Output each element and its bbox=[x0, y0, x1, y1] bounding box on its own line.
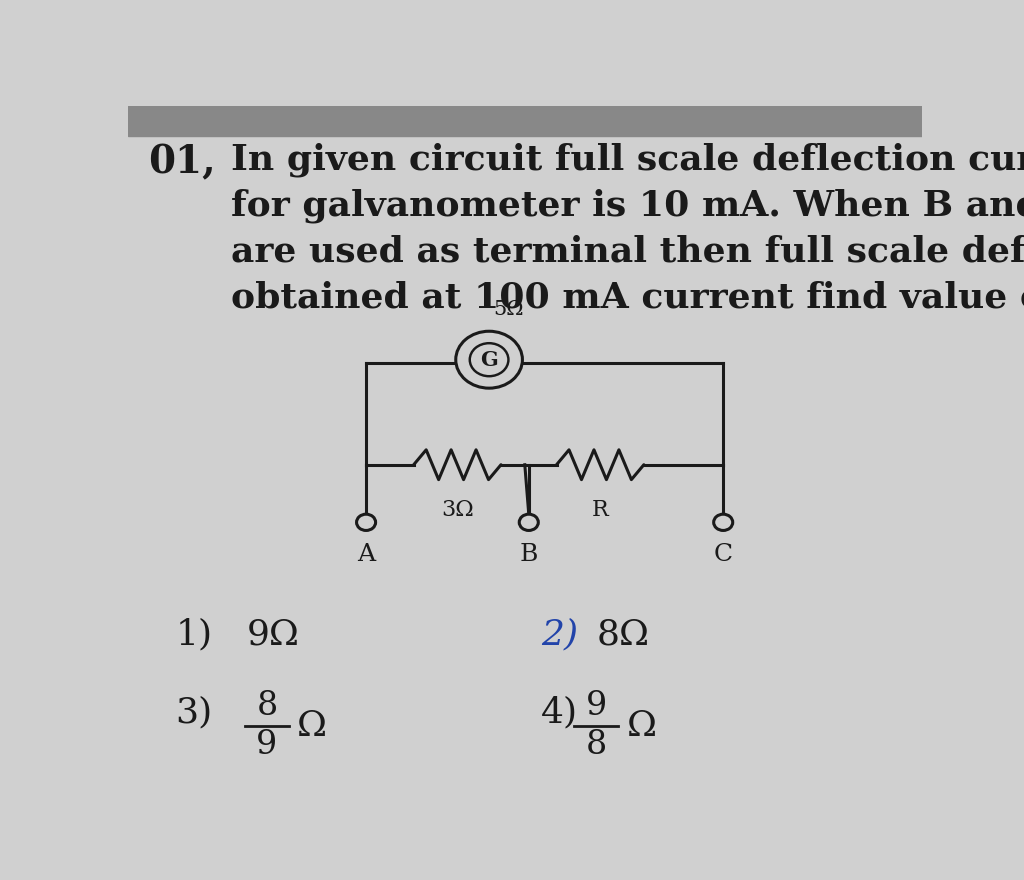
Text: 9Ω: 9Ω bbox=[247, 617, 300, 651]
Text: 8Ω: 8Ω bbox=[596, 617, 649, 651]
Text: G: G bbox=[480, 349, 498, 370]
Circle shape bbox=[519, 514, 539, 531]
Text: for galvanometer is 10 mA. When B and C: for galvanometer is 10 mA. When B and C bbox=[231, 188, 1024, 223]
Text: 5Ω: 5Ω bbox=[494, 300, 524, 319]
Text: Ω: Ω bbox=[627, 708, 656, 743]
Text: 2): 2) bbox=[541, 617, 578, 651]
Text: A: A bbox=[357, 543, 375, 566]
Text: 3Ω: 3Ω bbox=[441, 499, 474, 521]
Text: 3): 3) bbox=[176, 695, 213, 730]
Text: 9: 9 bbox=[256, 729, 278, 761]
Text: 8: 8 bbox=[256, 690, 278, 722]
Text: C: C bbox=[714, 543, 733, 566]
Circle shape bbox=[714, 514, 733, 531]
Text: R: R bbox=[592, 499, 608, 521]
Circle shape bbox=[356, 514, 376, 531]
Circle shape bbox=[456, 331, 522, 388]
Text: are used as terminal then full scale deflection: are used as terminal then full scale def… bbox=[231, 234, 1024, 268]
Text: Ω: Ω bbox=[297, 708, 327, 743]
Bar bbox=[128, 106, 922, 136]
Text: obtained at 100 mA current find value of R :: obtained at 100 mA current find value of… bbox=[231, 281, 1024, 314]
Text: In given circuit full scale deflection current: In given circuit full scale deflection c… bbox=[231, 143, 1024, 178]
Text: 9: 9 bbox=[586, 690, 607, 722]
Text: 1): 1) bbox=[176, 617, 213, 651]
Text: 01,: 01, bbox=[147, 143, 215, 181]
Text: B: B bbox=[519, 543, 538, 566]
Text: 8: 8 bbox=[586, 729, 607, 761]
Text: 4): 4) bbox=[541, 695, 578, 730]
